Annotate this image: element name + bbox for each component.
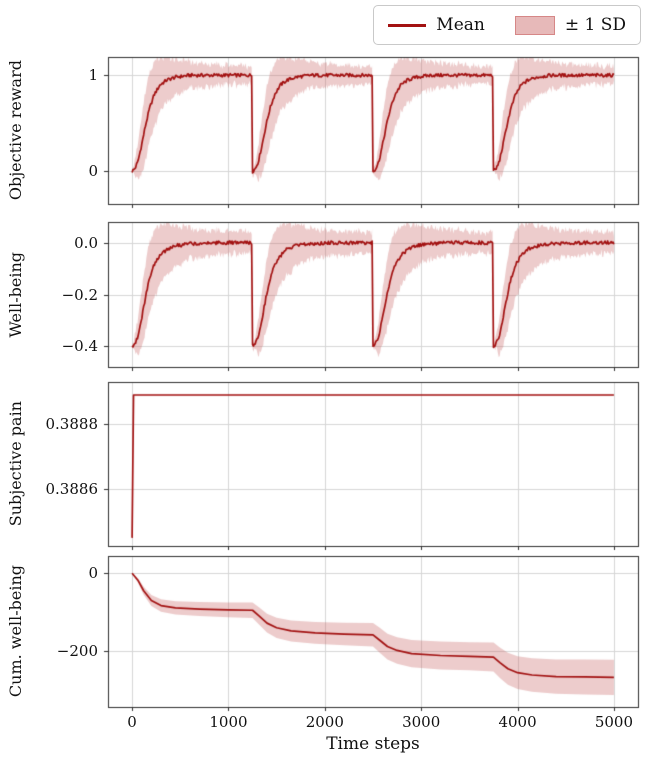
ylabel-cum-well-being-text: Cum. well-being <box>5 565 25 698</box>
x-tick-label: 0 <box>127 713 137 731</box>
y-tick-label: 0.3886 <box>45 480 99 499</box>
legend-sd-label: ± 1 SD <box>564 15 626 35</box>
x-tick-label: 2000 <box>305 713 344 731</box>
y-tick-label: 0 <box>88 162 98 181</box>
legend: Mean ± 1 SD <box>373 5 641 45</box>
x-tick-label: 5000 <box>594 713 633 731</box>
y-tick-label: −0.2 <box>61 285 98 304</box>
x-tick-label: 1000 <box>209 713 248 731</box>
x-axis-label: Time steps <box>326 734 420 754</box>
legend-mean-swatch <box>388 23 427 27</box>
legend-item-sd: ± 1 SD <box>514 15 626 35</box>
y-tick-label: 0.3888 <box>45 415 99 434</box>
y-tick-label: 0.0 <box>74 233 98 252</box>
ylabel-subjective-pain: Subjective pain <box>2 382 28 546</box>
legend-sd-swatch <box>514 15 555 35</box>
legend-item-mean: Mean <box>388 15 485 35</box>
y-tick-label: −200 <box>56 642 98 661</box>
y-tick-label: 1 <box>88 66 98 85</box>
y-tick-label: −0.4 <box>61 337 98 356</box>
x-tick-label: 3000 <box>402 713 441 731</box>
x-tick-label: 4000 <box>498 713 537 731</box>
legend-mean-label: Mean <box>436 15 485 35</box>
y-tick-label: 0 <box>88 564 98 583</box>
